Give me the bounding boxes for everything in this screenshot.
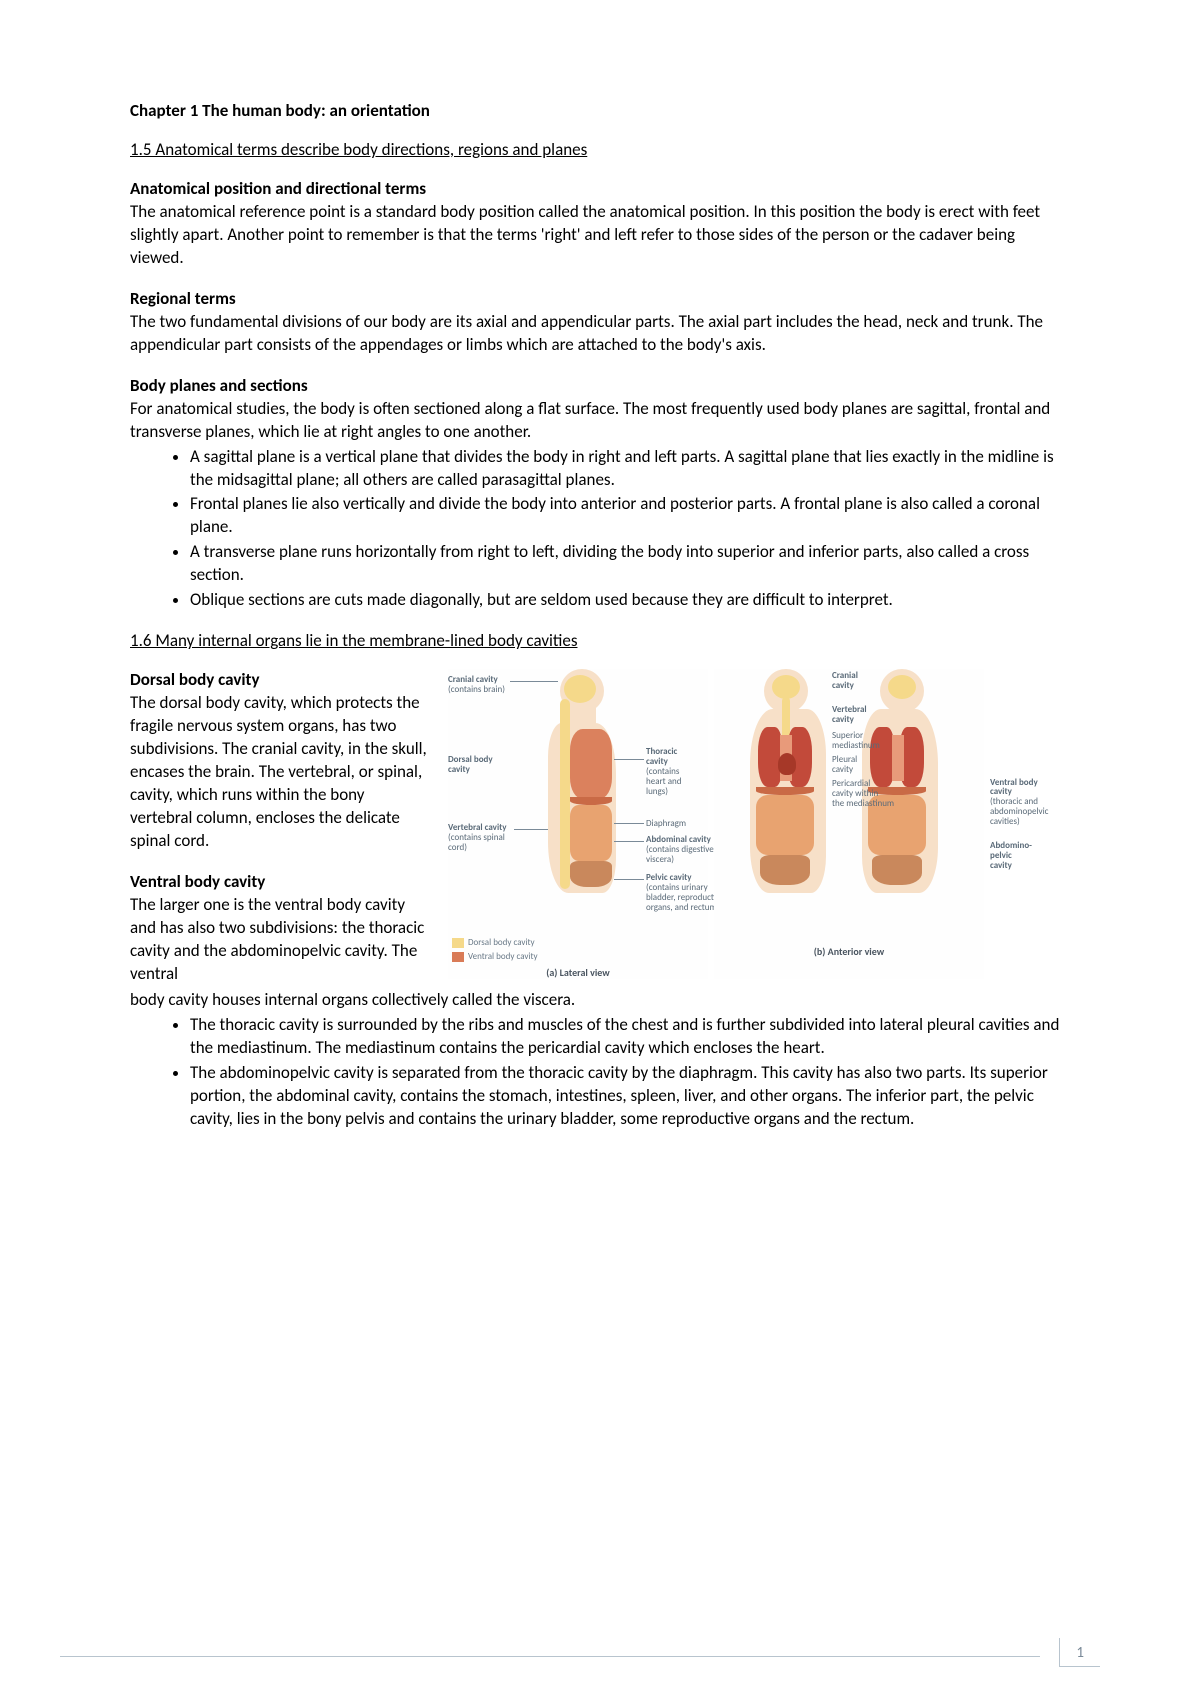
figure-label: Diaphragm (646, 819, 686, 829)
figure-label: organs, and rectum) (646, 903, 719, 913)
section-heading-1-6: 1.6 Many internal organs lie in the memb… (130, 630, 1070, 651)
list-item: A sagittal plane is a vertical plane tha… (190, 446, 1070, 492)
figure-label: cavity (832, 765, 853, 775)
torso-lateral-illustration (526, 669, 636, 909)
shape-vertebral-cavity (560, 699, 570, 889)
figure-label: cord) (448, 843, 467, 853)
shape-thoracic-cavity (570, 729, 612, 799)
figure-label: cavity (990, 861, 1070, 871)
figure-label: viscera) (646, 855, 674, 865)
text-column: Dorsal body cavity The dorsal body cavit… (130, 669, 430, 985)
list-item: A transverse plane runs horizontally fro… (190, 541, 1070, 587)
shape-pelvic-cavity (760, 855, 810, 885)
shape-abdominal-cavity (756, 795, 814, 855)
legend-label: Dorsal body cavity (468, 937, 535, 948)
figure-label: (contains brain) (448, 685, 505, 695)
shape-lung (758, 727, 782, 787)
subheading-anatomical-position: Anatomical position and directional term… (130, 178, 1070, 199)
shape-mediastinum (892, 735, 904, 781)
subheading-dorsal: Dorsal body cavity (130, 669, 430, 690)
figure-panel-lateral: Cranial cavity (contains brain) Dorsal b… (448, 669, 708, 979)
panel-caption-a: (a) Lateral view (448, 966, 708, 979)
legend-swatch-ventral (452, 952, 464, 962)
legend-label: Ventral body cavity (468, 951, 538, 962)
figure-leader-line (614, 823, 644, 824)
page-footer: 1 (1059, 1638, 1100, 1667)
figure-leader-line (614, 841, 644, 842)
figure-label: mediastinum (832, 741, 880, 751)
document-page: Chapter 1 The human body: an orientation… (0, 0, 1200, 1697)
figure-label: cavity (832, 715, 854, 725)
figure-leader-line (614, 879, 644, 880)
footer-rule (60, 1656, 1040, 1657)
shape-cranial-cavity (564, 675, 596, 703)
subheading-body-planes: Body planes and sections (130, 375, 1070, 396)
paragraph-ventral-continued: body cavity houses internal organs colle… (130, 989, 1070, 1012)
shape-lung (870, 727, 894, 787)
paragraph-regional-terms: The two fundamental divisions of our bod… (130, 311, 1070, 357)
list-item: The abdominopelvic cavity is separated f… (190, 1062, 1070, 1131)
paragraph-ventral-left: The larger one is the ventral body cavit… (130, 894, 430, 986)
figure-label: lungs) (646, 787, 668, 797)
list-item: Oblique sections are cuts made diagonall… (190, 589, 1070, 612)
shape-pelvic-cavity (872, 855, 922, 885)
bracket-abdominopelvic: Abdomino- pelvic cavity (990, 841, 1070, 871)
bracket-ventral: Ventral body cavity (thoracic and abdomi… (990, 778, 1070, 827)
legend-swatch-dorsal (452, 938, 464, 948)
shape-cranial-cavity (888, 675, 916, 699)
paragraph-anatomical-position: The anatomical reference point is a stan… (130, 201, 1070, 270)
panel-caption-b: (b) Anterior view (714, 945, 984, 958)
figure-leader-line (614, 759, 644, 760)
figure-legend: Dorsal body cavity Ventral body cavity (452, 937, 708, 962)
figure-label: cavities) (990, 817, 1070, 827)
legend-item-ventral: Ventral body cavity (452, 951, 708, 962)
legend-item-dorsal: Dorsal body cavity (452, 937, 708, 948)
shape-pelvic-cavity (570, 861, 612, 887)
list-ventral-cavity: The thoracic cavity is surrounded by the… (130, 1014, 1070, 1131)
figure-label: cavity (448, 765, 470, 775)
two-column-layout: Dorsal body cavity The dorsal body cavit… (130, 669, 1070, 985)
list-body-planes: A sagittal plane is a vertical plane tha… (130, 446, 1070, 613)
subheading-regional-terms: Regional terms (130, 288, 1070, 309)
figure-label: the mediastinum (832, 799, 894, 809)
section-heading-1-5: 1.5 Anatomical terms describe body direc… (130, 139, 1070, 160)
page-number: 1 (1059, 1638, 1100, 1667)
shape-heart (778, 753, 796, 775)
paragraph-dorsal: The dorsal body cavity, which protects t… (130, 692, 430, 853)
figure-label: cavity (832, 681, 854, 691)
paragraph-body-planes-intro: For anatomical studies, the body is ofte… (130, 398, 1070, 444)
figure-panel-anterior: Cranial cavity Vertebral cavity Superior… (714, 669, 984, 979)
shape-cranial-cavity (772, 675, 800, 699)
shape-abdominal-cavity (570, 805, 612, 861)
figure-right-brackets: Ventral body cavity (thoracic and abdomi… (990, 669, 1070, 979)
figure-body-cavities: Cranial cavity (contains brain) Dorsal b… (448, 669, 1070, 979)
list-item: The thoracic cavity is surrounded by the… (190, 1014, 1070, 1060)
subheading-ventral: Ventral body cavity (130, 871, 430, 892)
chapter-title: Chapter 1 The human body: an orientation (130, 100, 1070, 121)
list-item: Frontal planes lie also vertically and d… (190, 493, 1070, 539)
